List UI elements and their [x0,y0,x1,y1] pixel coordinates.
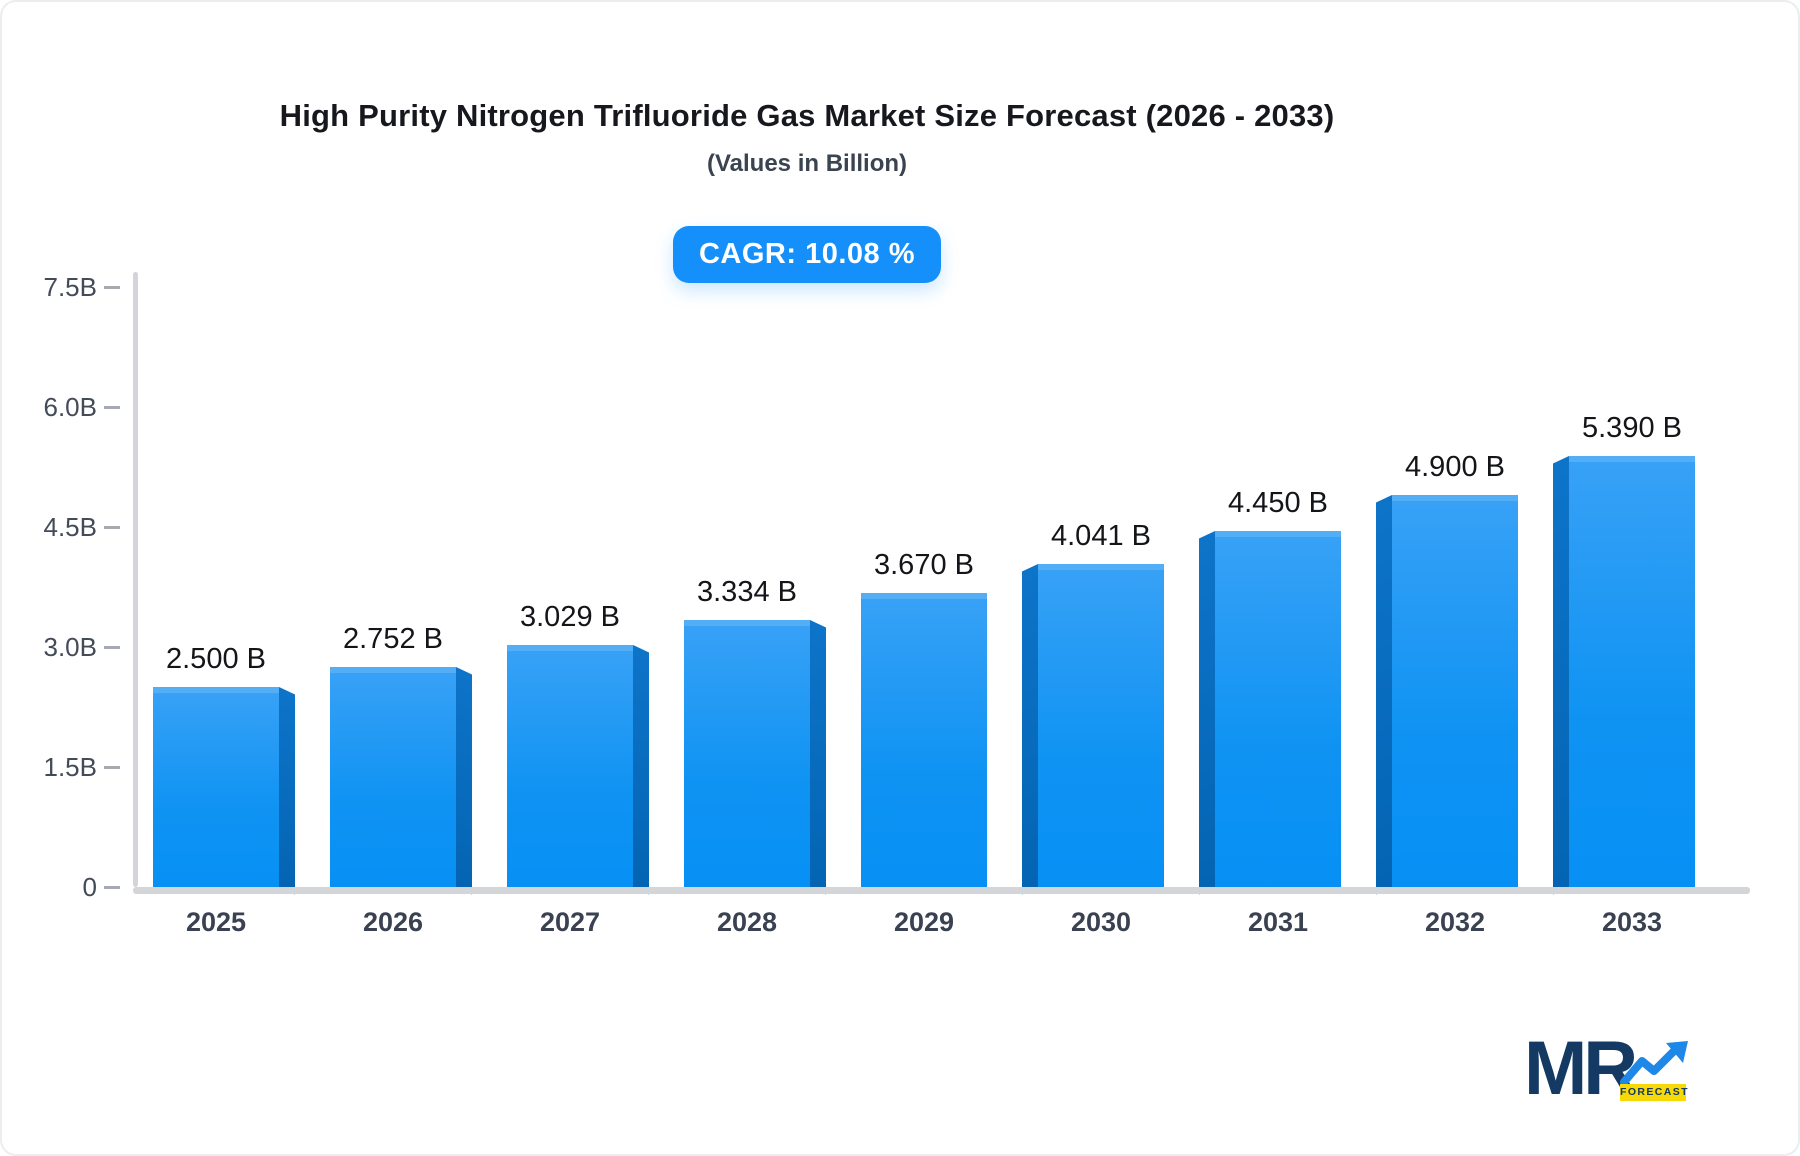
logo-forecast-badge: FORECAST [1620,1084,1688,1101]
mrforecast-logo: MR FORECAST [1524,1026,1704,1111]
x-axis-line [133,887,1750,894]
bar-2026 [330,667,456,887]
y-axis-tick-label: 4.5B [43,512,98,542]
y-axis-tick-mark [104,406,120,409]
bar-side-face [1376,495,1392,895]
bar-2031 [1215,531,1341,887]
y-axis-tick-label: 7.5B [43,272,98,302]
bar-2027 [507,645,633,887]
logo-mr-text: MR [1524,1026,1638,1111]
x-axis-label-2027: 2027 [539,907,601,937]
x-axis-label-2025: 2025 [185,907,247,937]
y-axis-tick-mark [104,526,120,529]
y-axis-tick-label: 3.0B [43,632,98,662]
bar-value-label: 2.500 B [166,643,266,675]
x-axis-label-2029: 2029 [893,907,955,937]
bar-value-label: 3.029 B [520,601,620,633]
y-axis-tick-label: 0 [82,872,97,902]
y-axis-tick-label: 6.0B [43,392,98,422]
bar-side-face [633,645,649,895]
bar-value-label: 2.752 B [343,623,443,655]
bar-value-label: 5.390 B [1582,412,1682,444]
trend-arrow-icon [1620,1041,1688,1086]
cagr-badge: CAGR: 10.08 % [672,226,941,283]
y-axis-tick-mark [104,766,120,769]
bar-value-label: 4.900 B [1405,451,1505,483]
x-axis-label-2033: 2033 [1601,907,1663,937]
bar-value-label: 3.670 B [874,549,974,581]
bar-side-face [1022,564,1038,895]
y-axis-tick-mark [104,646,120,649]
y-axis-line [133,272,138,887]
bar-2030 [1038,564,1164,887]
bar-value-label: 4.041 B [1051,520,1151,552]
bar-value-label: 4.450 B [1228,487,1328,519]
x-axis-label-2031: 2031 [1247,907,1309,937]
bar-value-label: 3.334 B [697,576,797,608]
chart-subtitle: (Values in Billion) [706,150,908,177]
bar-side-face [1553,456,1569,895]
bar-2025 [153,687,279,887]
x-axis-label-2032: 2032 [1424,907,1486,937]
x-axis-label-2030: 2030 [1070,907,1132,937]
bar-2029 [861,593,987,887]
y-axis-tick-mark [104,886,120,889]
x-axis-label-2028: 2028 [716,907,778,937]
page-title: High Purity Nitrogen Trifluoride Gas Mar… [279,98,1335,133]
cagr-badge-row: CAGR: 10.08 % [2,226,1612,283]
bar-side-face [279,687,295,895]
bar-side-face [810,620,826,895]
y-axis-tick-mark [104,286,120,289]
bar-side-face [1199,531,1215,895]
x-axis-label-2026: 2026 [362,907,424,937]
bar-2033 [1569,456,1695,887]
bar-2028 [684,620,810,887]
bar-2032 [1392,495,1518,887]
y-axis-tick-label: 1.5B [43,752,98,782]
bar-side-face [456,667,472,895]
